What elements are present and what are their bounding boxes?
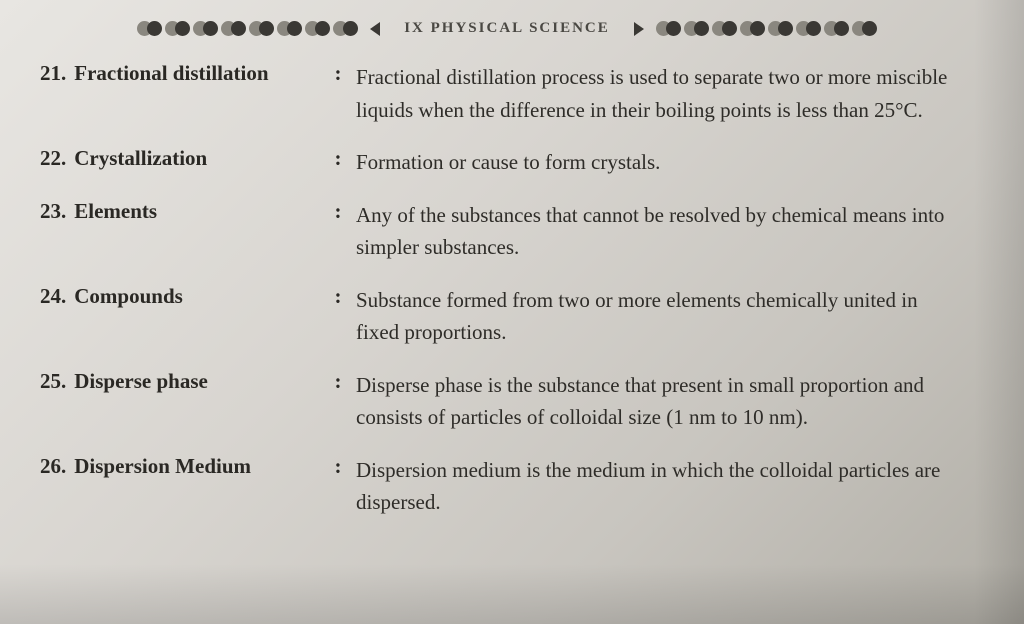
header-row: IX PHYSICAL SCIENCE [30, 20, 984, 37]
term-column: 25. Disperse phase [40, 369, 320, 394]
decoration-unit [796, 21, 821, 36]
decoration-unit [305, 21, 330, 36]
decoration-circle-dark [694, 21, 709, 36]
entry-term: Crystallization [74, 146, 320, 171]
decoration-circle-dark [287, 21, 302, 36]
entry-number: 23. [40, 199, 66, 224]
term-column: 23. Elements [40, 199, 320, 224]
term-column: 22. Crystallization [40, 146, 320, 171]
definitions-list: 21. Fractional distillation: Fractional di… [30, 61, 984, 519]
decoration-circle-dark [806, 21, 821, 36]
decoration-circle-dark [147, 21, 162, 36]
colon-separator: : [328, 61, 348, 86]
entry-term: Dispersion Medium [74, 454, 320, 479]
definition-entry: 24. Compounds: Substance formed from two o… [40, 284, 974, 349]
decoration-unit [249, 21, 274, 36]
colon-separator: : [328, 199, 348, 224]
entry-definition: Fractional distillation process is used … [356, 61, 974, 126]
term-column: 21. Fractional distillation [40, 61, 320, 86]
entry-term: Disperse phase [74, 369, 320, 394]
decoration-circle-dark [778, 21, 793, 36]
decoration-unit [824, 21, 849, 36]
entry-term: Elements [74, 199, 320, 224]
entry-number: 25. [40, 369, 66, 394]
decoration-circle-dark [862, 21, 877, 36]
page-header-title: IX PHYSICAL SCIENCE [394, 20, 620, 37]
definition-entry: 26. Dispersion Medium: Dispersion medium i… [40, 454, 974, 519]
entry-definition: Substance formed from two or more elemen… [356, 284, 974, 349]
decoration-circle-dark [343, 21, 358, 36]
decoration-left [137, 21, 358, 36]
decoration-circle-dark [259, 21, 274, 36]
colon-separator: : [328, 146, 348, 171]
decoration-unit [852, 21, 877, 36]
decoration-unit [740, 21, 765, 36]
definition-entry: 21. Fractional distillation: Fractional di… [40, 61, 974, 126]
definition-entry: 25. Disperse phase: Disperse phase is the … [40, 369, 974, 434]
entry-term: Compounds [74, 284, 320, 309]
decoration-circle-dark [231, 21, 246, 36]
decoration-unit [712, 21, 737, 36]
decoration-unit [333, 21, 358, 36]
decoration-circle-dark [722, 21, 737, 36]
term-column: 24. Compounds [40, 284, 320, 309]
decoration-circle-dark [203, 21, 218, 36]
colon-separator: : [328, 369, 348, 394]
colon-separator: : [328, 454, 348, 479]
decoration-unit [165, 21, 190, 36]
decoration-circle-dark [666, 21, 681, 36]
entry-definition: Any of the substances that cannot be res… [356, 199, 974, 264]
decoration-unit [137, 21, 162, 36]
definition-entry: 23. Elements: Any of the substances that c… [40, 199, 974, 264]
decoration-circle-dark [175, 21, 190, 36]
decoration-circle-dark [315, 21, 330, 36]
term-column: 26. Dispersion Medium [40, 454, 320, 479]
decoration-circle-dark [750, 21, 765, 36]
entry-number: 24. [40, 284, 66, 309]
definition-entry: 22. Crystallization: Formation or cause to… [40, 146, 974, 179]
decoration-unit [684, 21, 709, 36]
entry-number: 22. [40, 146, 66, 171]
decoration-unit [656, 21, 681, 36]
arrow-right-icon [634, 22, 644, 36]
decoration-unit [768, 21, 793, 36]
entry-number: 21. [40, 61, 66, 86]
decoration-unit [221, 21, 246, 36]
decoration-unit [277, 21, 302, 36]
entry-number: 26. [40, 454, 66, 479]
colon-separator: : [328, 284, 348, 309]
arrow-left-icon [370, 22, 380, 36]
entry-definition: Disperse phase is the substance that pre… [356, 369, 974, 434]
decoration-unit [193, 21, 218, 36]
page-shadow-bottom [0, 564, 1024, 624]
entry-definition: Dispersion medium is the medium in which… [356, 454, 974, 519]
entry-definition: Formation or cause to form crystals. [356, 146, 974, 179]
decoration-circle-dark [834, 21, 849, 36]
entry-term: Fractional distillation [74, 61, 320, 86]
decoration-right [656, 21, 877, 36]
